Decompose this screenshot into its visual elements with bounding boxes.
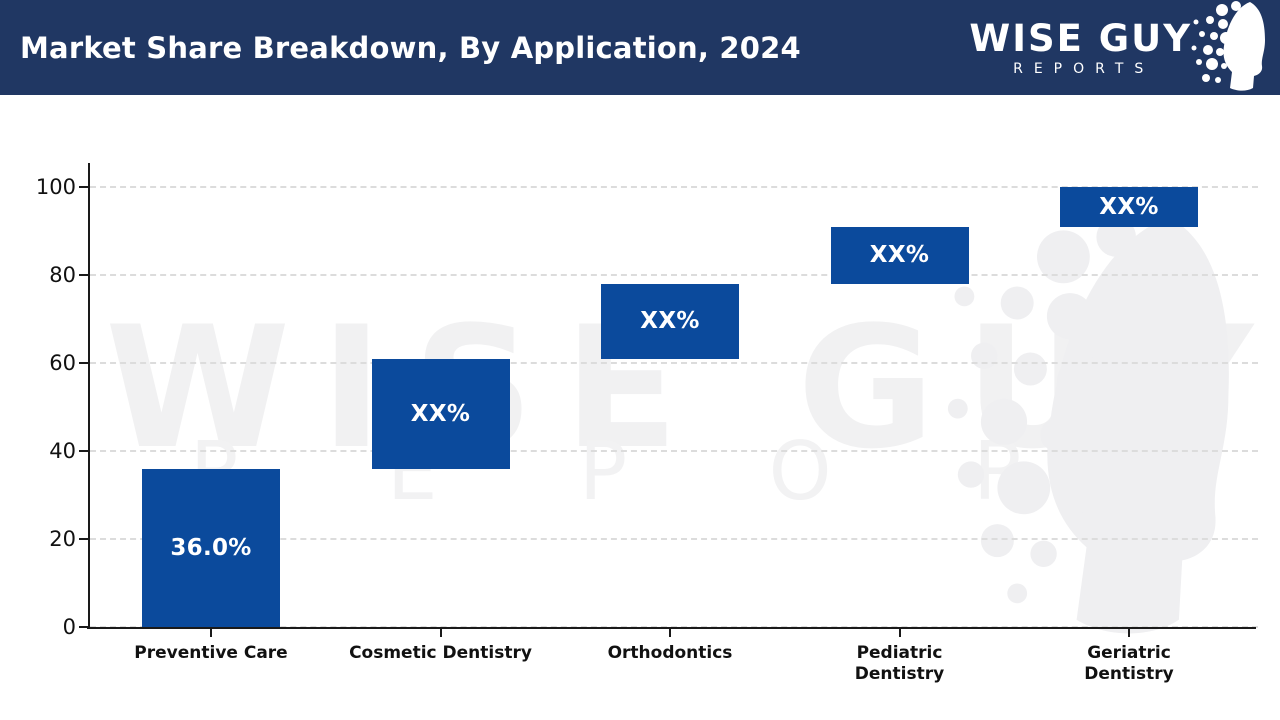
x-axis-category-label: Preventive Care bbox=[134, 643, 288, 663]
y-axis-line bbox=[88, 163, 90, 629]
brand-logo-text: WISE GUY REPORTS bbox=[969, 20, 1192, 76]
x-axis-tick-mark bbox=[1128, 629, 1130, 637]
x-axis-category-label: Pediatric Dentistry bbox=[854, 643, 945, 685]
x-axis-line bbox=[87, 627, 1256, 629]
header-bar: Market Share Breakdown, By Application, … bbox=[0, 0, 1280, 95]
x-axis-category-label: Geriatric Dentistry bbox=[1084, 643, 1174, 685]
chart-area: WISE GUY R E P O R T S 02040608010036.0%… bbox=[0, 95, 1280, 720]
y-axis-tick-mark bbox=[79, 186, 88, 188]
x-axis-category-label: Cosmetic Dentistry bbox=[349, 643, 532, 663]
y-axis-tick-label: 40 bbox=[49, 439, 76, 463]
waterfall-bar: XX% bbox=[601, 283, 739, 359]
gridline bbox=[90, 450, 1258, 452]
y-axis-tick-label: 80 bbox=[49, 263, 76, 287]
x-axis-tick-mark bbox=[439, 629, 442, 637]
gridline bbox=[90, 186, 1258, 188]
y-axis-tick-mark bbox=[79, 450, 88, 452]
gridline bbox=[90, 538, 1258, 540]
y-axis-tick-mark bbox=[79, 538, 88, 540]
bar-value-label: XX% bbox=[410, 400, 471, 427]
gridline bbox=[90, 362, 1258, 364]
brand-name: WISE GUY bbox=[969, 16, 1192, 60]
waterfall-bar: XX% bbox=[371, 358, 510, 469]
y-axis-tick-mark bbox=[79, 626, 88, 628]
brand-subname: REPORTS bbox=[1013, 60, 1155, 77]
y-axis-tick-label: 60 bbox=[49, 351, 76, 375]
bar-value-label: XX% bbox=[869, 242, 930, 269]
x-axis-category-label: Orthodontics bbox=[607, 643, 733, 663]
bar-value-label: XX% bbox=[640, 308, 700, 335]
brand-logo: WISE GUY REPORTS bbox=[969, 0, 1266, 95]
x-axis-tick-mark bbox=[210, 629, 212, 637]
bar-value-label: XX% bbox=[1099, 193, 1159, 220]
page-title: Market Share Breakdown, By Application, … bbox=[20, 30, 801, 65]
y-axis-tick-label: 20 bbox=[49, 527, 76, 551]
brand-head-icon bbox=[1166, 0, 1266, 96]
waterfall-bar: 36.0% bbox=[142, 468, 280, 627]
y-axis-tick-mark bbox=[79, 362, 88, 364]
x-axis-tick-mark bbox=[669, 629, 671, 637]
gridline bbox=[90, 274, 1258, 276]
y-axis-tick-label: 100 bbox=[35, 175, 76, 199]
y-axis-tick-mark bbox=[79, 274, 88, 276]
waterfall-bar: XX% bbox=[830, 226, 969, 284]
x-axis-tick-mark bbox=[898, 629, 901, 637]
watermark-head-icon bbox=[905, 200, 1235, 674]
y-axis-tick-label: 0 bbox=[62, 615, 76, 639]
waterfall-bar: XX% bbox=[1060, 187, 1198, 227]
bar-value-label: 36.0% bbox=[170, 534, 252, 561]
